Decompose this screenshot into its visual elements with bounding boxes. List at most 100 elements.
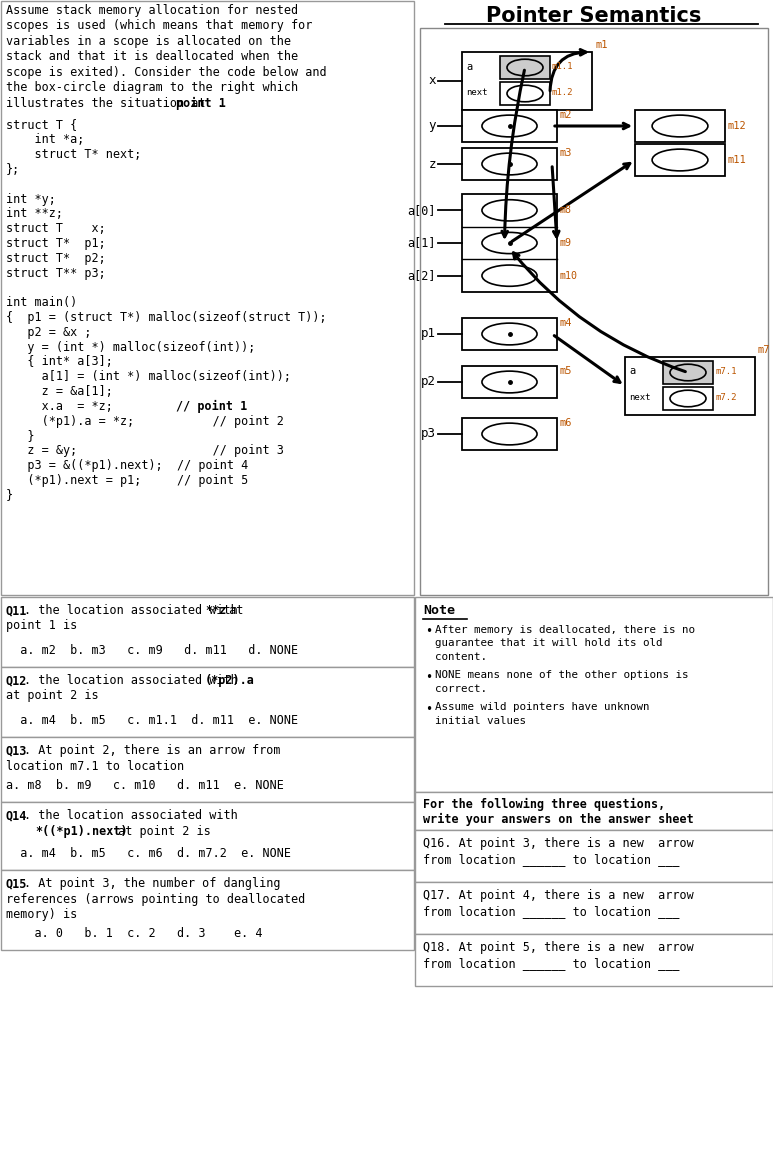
Text: Q12: Q12 [6, 674, 27, 687]
Bar [625, 357, 755, 415]
Text: m5: m5 [560, 366, 573, 376]
Text: // point 1: // point 1 [175, 400, 247, 413]
Bar [462, 318, 557, 350]
Text: from location ______ to location ___: from location ______ to location ___ [423, 957, 679, 970]
Text: y = (int *) malloc(sizeof(int));: y = (int *) malloc(sizeof(int)); [6, 340, 255, 353]
Text: p2 = &x ;: p2 = &x ; [6, 325, 91, 338]
Bar [1, 801, 414, 870]
Text: a. m8  b. m9   c. m10   d. m11  e. NONE: a. m8 b. m9 c. m10 d. m11 e. NONE [6, 779, 284, 792]
Text: . the location associated with: . the location associated with [23, 808, 237, 823]
Text: Q18. At point 5, there is a new  arrow: Q18. At point 5, there is a new arrow [423, 941, 693, 954]
Text: int *y;: int *y; [6, 193, 56, 206]
Text: a: a [629, 366, 635, 377]
Text: NONE means none of the other options is: NONE means none of the other options is [435, 670, 689, 681]
Text: **z: **z [205, 604, 226, 617]
Text: Pointer Semantics: Pointer Semantics [486, 6, 702, 26]
Text: .: . [216, 97, 223, 110]
Text: };: }; [6, 163, 20, 176]
Text: stack and that it is deallocated when the: stack and that it is deallocated when th… [6, 50, 298, 63]
Text: int main(): int main() [6, 296, 77, 309]
Text: write your answers on the answer sheet: write your answers on the answer sheet [423, 813, 693, 826]
Bar [415, 934, 773, 986]
Text: at: at [223, 604, 243, 617]
Bar [415, 882, 773, 934]
Bar [663, 387, 713, 410]
Text: m2: m2 [560, 110, 573, 121]
Text: •: • [425, 702, 432, 716]
Text: z = &y;                   // point 3: z = &y; // point 3 [6, 445, 284, 457]
Text: a. m4  b. m5   c. m1.1  d. m11  e. NONE: a. m4 b. m5 c. m1.1 d. m11 e. NONE [6, 714, 298, 727]
Bar [462, 194, 557, 292]
Text: a[2]: a[2] [407, 269, 436, 282]
Text: y: y [428, 119, 436, 132]
Ellipse shape [482, 115, 537, 137]
Text: {  p1 = (struct T*) malloc(sizeof(struct T));: { p1 = (struct T*) malloc(sizeof(struct … [6, 311, 327, 324]
Text: guarantee that it will hold its old: guarantee that it will hold its old [435, 639, 662, 648]
Text: p1: p1 [421, 328, 436, 340]
Text: Assume wild pointers have unknown: Assume wild pointers have unknown [435, 702, 649, 713]
Text: next: next [629, 393, 651, 402]
Text: m9: m9 [560, 238, 572, 248]
Ellipse shape [482, 266, 537, 287]
Text: . the location associated with: . the location associated with [23, 674, 244, 687]
Text: at point 2 is: at point 2 is [6, 689, 99, 702]
Text: location m7.1 to location: location m7.1 to location [6, 759, 184, 772]
Text: (*p1).next = p1;     // point 5: (*p1).next = p1; // point 5 [6, 474, 248, 487]
Bar [415, 830, 773, 882]
Text: struct T** p3;: struct T** p3; [6, 267, 106, 280]
Text: }: } [6, 429, 35, 442]
Text: struct T*  p2;: struct T* p2; [6, 252, 106, 264]
Text: m7.2: m7.2 [715, 393, 737, 402]
Ellipse shape [652, 115, 708, 137]
Text: m1.1: m1.1 [552, 62, 574, 71]
Text: m7.1: m7.1 [715, 367, 737, 376]
Bar [635, 110, 725, 142]
Text: p3 = &((*p1).next);  // point 4: p3 = &((*p1).next); // point 4 [6, 459, 248, 472]
Text: •: • [425, 625, 432, 638]
Text: m11: m11 [728, 154, 747, 165]
Text: references (arrows pointing to deallocated: references (arrows pointing to deallocat… [6, 893, 305, 906]
Text: *((*p1).next): *((*p1).next) [36, 825, 128, 838]
Text: point 1: point 1 [175, 97, 226, 110]
Ellipse shape [482, 323, 537, 345]
Text: x: x [428, 75, 436, 88]
Ellipse shape [482, 371, 537, 393]
Text: content.: content. [435, 652, 487, 662]
Text: next: next [466, 88, 488, 97]
Text: at point 2 is: at point 2 is [111, 825, 211, 838]
Ellipse shape [482, 153, 537, 174]
Text: a[0]: a[0] [407, 204, 436, 216]
Text: Q15: Q15 [6, 878, 27, 890]
Text: scopes is used (which means that memory for: scopes is used (which means that memory … [6, 20, 312, 33]
Text: Assume stack memory allocation for nested: Assume stack memory allocation for neste… [6, 4, 298, 18]
Bar [1, 870, 414, 950]
Text: p3: p3 [421, 427, 436, 440]
Text: variables in a scope is allocated on the: variables in a scope is allocated on the [6, 35, 291, 48]
Bar [420, 28, 768, 596]
Text: int *a;: int *a; [6, 133, 84, 146]
Bar [1, 667, 414, 737]
Text: m4: m4 [560, 318, 573, 328]
Bar [462, 110, 557, 142]
Ellipse shape [652, 149, 708, 171]
Text: After memory is deallocated, there is no: After memory is deallocated, there is no [435, 625, 695, 635]
Bar [462, 366, 557, 398]
Text: m1.2: m1.2 [552, 88, 574, 97]
Text: a. m2  b. m3   c. m9   d. m11   d. NONE: a. m2 b. m3 c. m9 d. m11 d. NONE [6, 644, 298, 658]
Text: m12: m12 [728, 121, 747, 131]
Text: struct T* next;: struct T* next; [6, 149, 141, 161]
Text: { int* a[3];: { int* a[3]; [6, 356, 113, 369]
Text: scope is exited). Consider the code below and: scope is exited). Consider the code belo… [6, 66, 327, 80]
Text: m1: m1 [595, 40, 608, 50]
Text: For the following three questions,: For the following three questions, [423, 798, 666, 811]
Ellipse shape [482, 233, 537, 254]
Text: m10: m10 [560, 270, 578, 281]
Text: int **z;: int **z; [6, 207, 63, 220]
Ellipse shape [482, 200, 537, 221]
Text: (*p1).a = *z;           // point 2: (*p1).a = *z; // point 2 [6, 414, 284, 427]
Text: }: } [6, 489, 13, 502]
Text: Q11: Q11 [6, 604, 27, 617]
Text: •: • [425, 670, 432, 683]
Text: z: z [428, 158, 436, 171]
Text: Q17. At point 4, there is a new  arrow: Q17. At point 4, there is a new arrow [423, 889, 693, 902]
